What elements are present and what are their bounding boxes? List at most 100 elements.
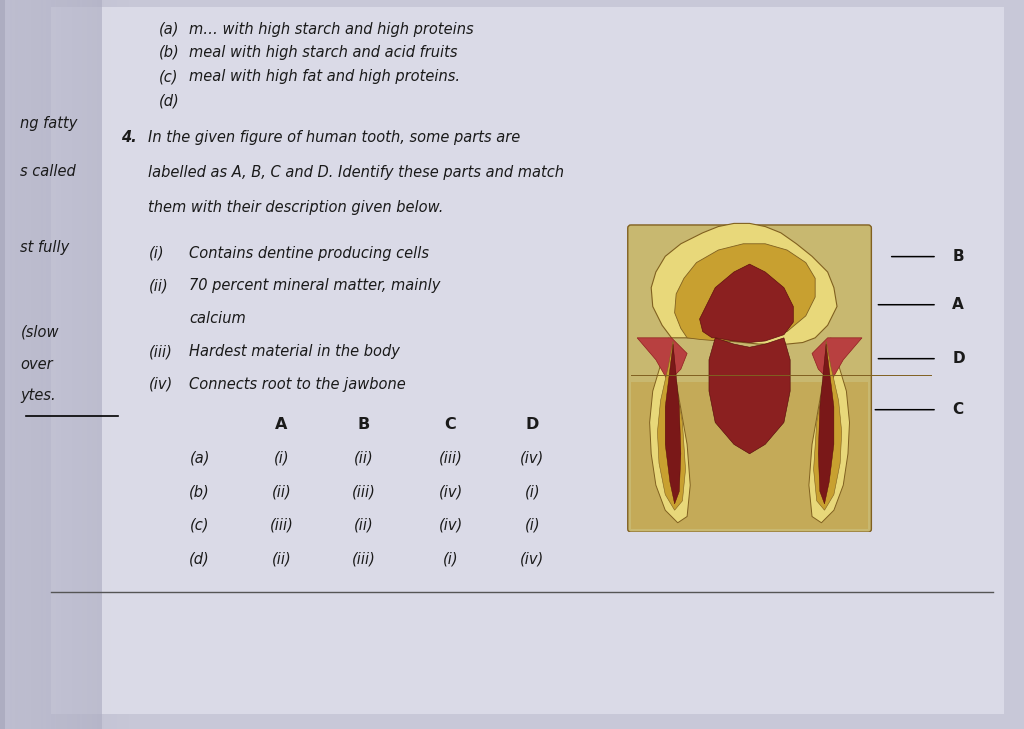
Text: C: C (444, 417, 457, 432)
Text: (iii): (iii) (148, 344, 172, 359)
Bar (154, 0, 160, 729)
Polygon shape (657, 341, 685, 510)
Polygon shape (637, 338, 687, 382)
Text: (c): (c) (159, 69, 178, 84)
Text: labelled as A, B, C and D. Identify these parts and match: labelled as A, B, C and D. Identify thes… (148, 165, 564, 180)
Bar (10, 0, 15, 729)
Text: (iv): (iv) (520, 451, 545, 466)
Polygon shape (709, 338, 791, 453)
Text: (d): (d) (159, 93, 179, 108)
Bar (56, 0, 61, 729)
Bar (631, 347, 868, 529)
Bar (77, 0, 82, 729)
Bar (72, 0, 77, 729)
Bar (31, 0, 36, 729)
Bar (135, 0, 141, 729)
Text: Contains dentine producing cells: Contains dentine producing cells (189, 246, 429, 261)
Text: B: B (357, 417, 370, 432)
Text: (a): (a) (189, 451, 210, 466)
Bar (18, 0, 25, 729)
Bar (41, 0, 46, 729)
Bar (111, 0, 117, 729)
Bar (49, 0, 55, 729)
Bar (87, 0, 92, 729)
Text: meal with high starch and acid fruits: meal with high starch and acid fruits (189, 45, 458, 60)
Text: meal with high fat and high proteins.: meal with high fat and high proteins. (189, 69, 461, 84)
Text: Connects root to the jawbone: Connects root to the jawbone (189, 377, 407, 392)
Bar (37, 0, 43, 729)
Bar (166, 0, 172, 729)
Polygon shape (699, 264, 794, 343)
Bar (98, 0, 104, 729)
Polygon shape (651, 223, 837, 344)
Bar (61, 0, 67, 729)
FancyBboxPatch shape (628, 225, 871, 532)
Text: ytes.: ytes. (20, 389, 56, 403)
Bar (5, 0, 10, 729)
Bar (104, 0, 111, 729)
Text: (iii): (iii) (438, 451, 463, 466)
Bar (80, 0, 86, 729)
Bar (141, 0, 147, 729)
Bar (102, 0, 108, 729)
Text: them with their description given below.: them with their description given below. (148, 200, 443, 215)
Text: (iii): (iii) (269, 518, 294, 533)
Text: (ii): (ii) (353, 518, 374, 533)
Text: (ii): (ii) (271, 484, 292, 499)
Bar (129, 0, 135, 729)
Bar (51, 0, 56, 729)
Text: 70 percent mineral matter, mainly: 70 percent mineral matter, mainly (189, 278, 440, 294)
Text: over: over (20, 357, 53, 372)
FancyBboxPatch shape (0, 0, 102, 729)
Bar (97, 0, 102, 729)
Bar (15, 0, 20, 729)
Text: A: A (952, 297, 964, 312)
Bar (123, 0, 129, 729)
Text: (b): (b) (159, 45, 179, 60)
Bar (55, 0, 61, 729)
Bar (20, 0, 26, 729)
Text: (slow: (slow (20, 324, 59, 339)
Text: st fully: st fully (20, 241, 70, 255)
Text: (a): (a) (159, 22, 179, 36)
Bar (86, 0, 92, 729)
Bar (31, 0, 37, 729)
Text: Hardest material in the body: Hardest material in the body (189, 344, 400, 359)
Text: (iii): (iii) (351, 551, 376, 566)
Text: (c): (c) (189, 518, 210, 533)
Bar (160, 0, 166, 729)
Text: (b): (b) (189, 484, 210, 499)
Text: (iv): (iv) (148, 377, 173, 392)
Bar (68, 0, 74, 729)
Bar (74, 0, 80, 729)
Polygon shape (812, 338, 862, 382)
Text: m… with high starch and high proteins: m… with high starch and high proteins (189, 22, 474, 36)
Text: 4.: 4. (121, 130, 136, 145)
Text: ng fatty: ng fatty (20, 117, 78, 131)
Text: D: D (525, 417, 540, 432)
Bar (46, 0, 51, 729)
Text: B: B (952, 249, 964, 264)
Bar (82, 0, 87, 729)
Bar (25, 0, 31, 729)
Text: (ii): (ii) (148, 278, 168, 294)
Polygon shape (666, 344, 681, 504)
Text: C: C (952, 402, 964, 417)
Text: (i): (i) (524, 518, 541, 533)
Text: (i): (i) (442, 551, 459, 566)
Bar (172, 0, 178, 729)
Polygon shape (818, 344, 834, 504)
Text: (i): (i) (148, 246, 164, 261)
Bar (43, 0, 49, 729)
Text: (iii): (iii) (351, 484, 376, 499)
Text: A: A (275, 417, 288, 432)
Bar (0, 0, 6, 729)
Bar (67, 0, 72, 729)
Bar (6, 0, 12, 729)
Text: calcium: calcium (189, 311, 246, 327)
Bar (178, 0, 184, 729)
Bar (117, 0, 123, 729)
Bar (147, 0, 154, 729)
Text: s called: s called (20, 164, 76, 179)
Polygon shape (814, 341, 842, 510)
